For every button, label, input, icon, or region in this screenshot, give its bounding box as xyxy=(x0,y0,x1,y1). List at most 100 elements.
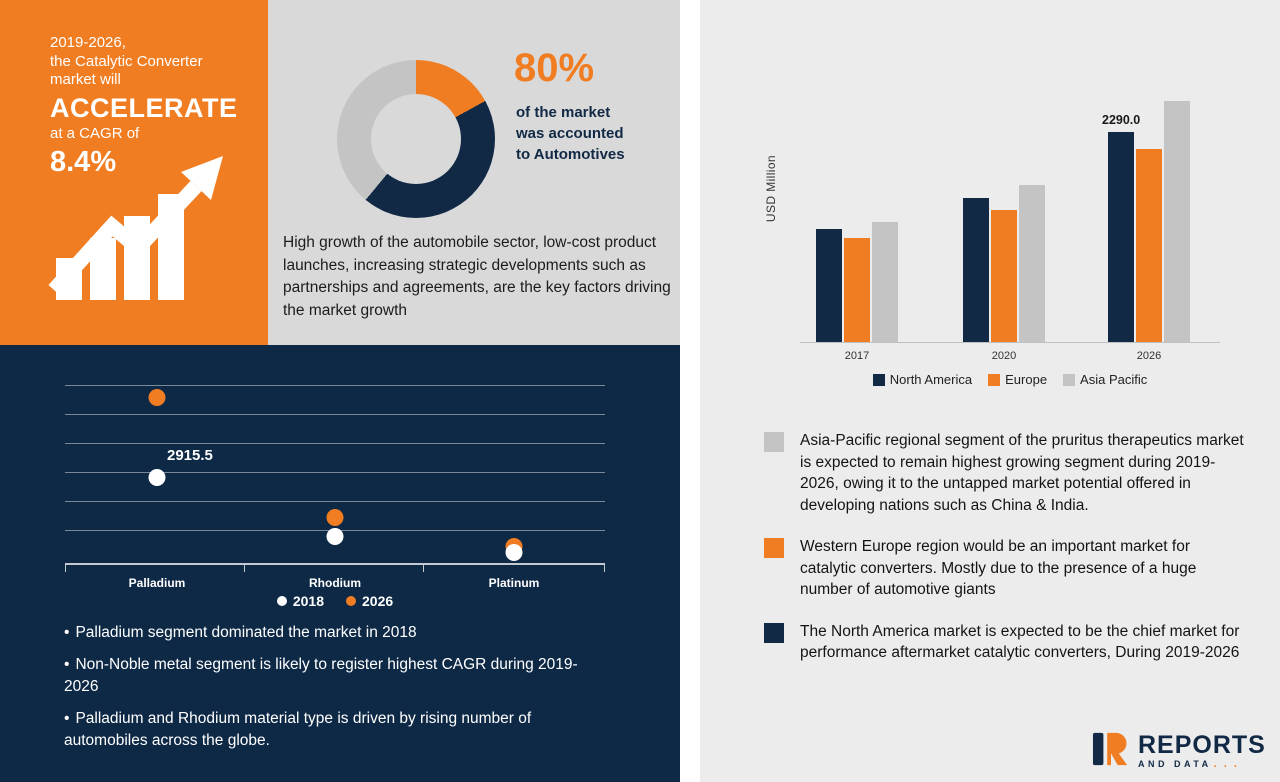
reports-and-data-logo: REPORTS AND DATA. . . xyxy=(1092,730,1266,773)
bar-group-2017 xyxy=(816,95,898,342)
legend-label: Europe xyxy=(1005,372,1048,387)
cagr-value: 8.4% xyxy=(50,146,117,178)
legend-label-2018: 2018 xyxy=(292,593,324,609)
material-type-panel: Palladium Rhodium Platinum 2915.5 2018 2026 … xyxy=(0,345,680,782)
axis-tick xyxy=(604,565,605,572)
category-label-palladium: Palladium xyxy=(128,576,186,590)
bullet-glyph: • xyxy=(64,655,70,673)
dot-2026-palladium xyxy=(148,388,166,406)
insight-item: • Palladium segment dominated the market … xyxy=(64,622,612,645)
accelerate-text: ACCELERATE xyxy=(50,92,238,123)
bar-north-america-2026: 2290.0 xyxy=(1102,113,1140,342)
legend-label: Asia Pacific xyxy=(1080,372,1148,387)
gridline xyxy=(65,472,605,473)
gridline xyxy=(65,501,605,502)
y-axis-label: USD Million xyxy=(764,155,778,223)
bar-europe-2026 xyxy=(1136,149,1162,342)
gridline xyxy=(65,385,605,386)
x-axis-line xyxy=(65,563,605,565)
legend-chip-europe xyxy=(764,538,784,558)
gridline xyxy=(65,414,605,415)
logo-icon xyxy=(1092,730,1130,773)
axis-tick xyxy=(423,565,424,572)
legend-item-europe: Europe xyxy=(988,372,1047,387)
growth-arrow-icon xyxy=(48,142,228,300)
legend-chip-north-america xyxy=(764,622,784,643)
region-note: Asia-Pacific regional segment of the pru… xyxy=(764,430,1244,516)
bullet-glyph: • xyxy=(64,709,70,727)
bullet-glyph: • xyxy=(64,624,70,641)
bar-asia-pacific-2017 xyxy=(872,221,898,342)
region-notes: Asia-Pacific regional segment of the pru… xyxy=(764,430,1244,684)
dot-2018-platinum xyxy=(505,543,523,561)
palladium-2018-value-label: 2915.5 xyxy=(167,447,213,465)
gridline xyxy=(65,443,605,444)
cagr-copy: 2019-2026, the Catalytic Converter marke… xyxy=(50,34,238,179)
regional-panel: USD Million 2017 2020 2290.0 2026 North Ame… xyxy=(700,0,1280,782)
x-tick-label-2020: 2020 xyxy=(991,350,1017,362)
legend-dot-2018 xyxy=(276,596,287,606)
dot-2018-rhodium xyxy=(326,528,344,546)
insight-item: • Non-Noble metal segment is likely to re… xyxy=(64,654,612,699)
bar-group-2026: 2290.0 xyxy=(1102,95,1190,342)
material-insights: • Palladium segment dominated the market … xyxy=(64,622,612,762)
donut-chart xyxy=(337,60,495,218)
legend-item-2026: 2026 xyxy=(346,593,393,609)
bar-asia-pacific-2020 xyxy=(1019,185,1045,342)
legend-chip xyxy=(872,373,885,386)
axis-tick xyxy=(244,565,245,572)
bar-asia-pacific-2026 xyxy=(1164,101,1190,342)
logo-brand: REPORTS xyxy=(1138,731,1266,759)
bar-value-label: 2290.0 xyxy=(1102,112,1141,127)
dot-2026-rhodium xyxy=(326,508,344,526)
bar-europe-2020 xyxy=(991,209,1017,342)
category-label-rhodium: Rhodium xyxy=(309,576,361,590)
automotive-share-pct: 80% xyxy=(514,46,595,90)
logo-sub: AND DATA. . . xyxy=(1138,758,1266,770)
bar-north-america-2017 xyxy=(816,228,842,342)
insight-item: • Palladium and Rhodium material type is … xyxy=(64,708,612,753)
donut-hole xyxy=(371,94,461,184)
legend-chip xyxy=(1063,373,1076,386)
insight-text: Non-Noble metal segment is likely to reg… xyxy=(64,655,578,696)
bar-group-2020 xyxy=(963,95,1045,342)
growth-arrow-svg xyxy=(48,156,223,300)
regional-bar-chart: 2017 2020 2290.0 2026 xyxy=(800,95,1220,362)
cagr-line5: at a CAGR of xyxy=(50,124,140,142)
cagr-period: 2019-2026, xyxy=(50,34,126,51)
legend-dot-2026 xyxy=(346,596,356,606)
legend-item-2018: 2018 xyxy=(276,593,324,609)
bar-europe-2017 xyxy=(844,238,870,342)
material-dot-plot: Palladium Rhodium Platinum 2915.5 xyxy=(65,378,605,590)
axis-tick xyxy=(65,565,66,572)
bar-chart-legend: North America Europe Asia Pacific xyxy=(790,372,1230,387)
region-note: Western Europe region would be an import… xyxy=(764,536,1244,601)
region-note-text: Western Europe region would be an import… xyxy=(800,538,1197,598)
legend-item-north-america: North America xyxy=(872,372,973,387)
legend-item-asia-pacific: Asia Pacific xyxy=(1063,372,1147,387)
cagr-line2: the Catalytic Converter xyxy=(50,52,203,70)
key-factors-paragraph: High growth of the automobile sector, lo… xyxy=(283,234,671,319)
insight-text: Palladium and Rhodium material type is d… xyxy=(64,709,532,750)
legend-chip xyxy=(988,373,1001,386)
legend-chip-asia-pacific xyxy=(764,432,784,452)
x-tick-label-2026: 2026 xyxy=(1136,350,1162,362)
insight-text: Palladium segment dominated the market i… xyxy=(75,624,417,641)
region-note-text: The North America market is expected to … xyxy=(800,622,1240,662)
legend-label-2026: 2026 xyxy=(362,593,394,609)
dot-plot-legend: 2018 2026 xyxy=(65,593,605,609)
category-label-platinum: Platinum xyxy=(488,576,540,590)
logo-r-icon xyxy=(1092,732,1128,766)
logo-text: REPORTS AND DATA. . . xyxy=(1138,730,1266,770)
region-note-text: Asia-Pacific regional segment of the pru… xyxy=(800,432,1244,514)
bar-north-america-2020 xyxy=(963,198,989,342)
dot-2018-palladium xyxy=(148,468,166,486)
cagr-panel: 2019-2026, the Catalytic Converter marke… xyxy=(0,0,268,345)
legend-label: North America xyxy=(889,372,973,387)
x-tick-label-2017: 2017 xyxy=(844,350,870,362)
automotive-share-panel: 80% of the market was accounted to Autom… xyxy=(268,0,680,345)
logo-sub-text: AND DATA xyxy=(1138,759,1212,769)
automotive-share-caption: of the market was accounted to Automotiv… xyxy=(516,104,625,163)
logo-dots: . . . xyxy=(1213,758,1239,770)
region-note: The North America market is expected to … xyxy=(764,621,1244,664)
